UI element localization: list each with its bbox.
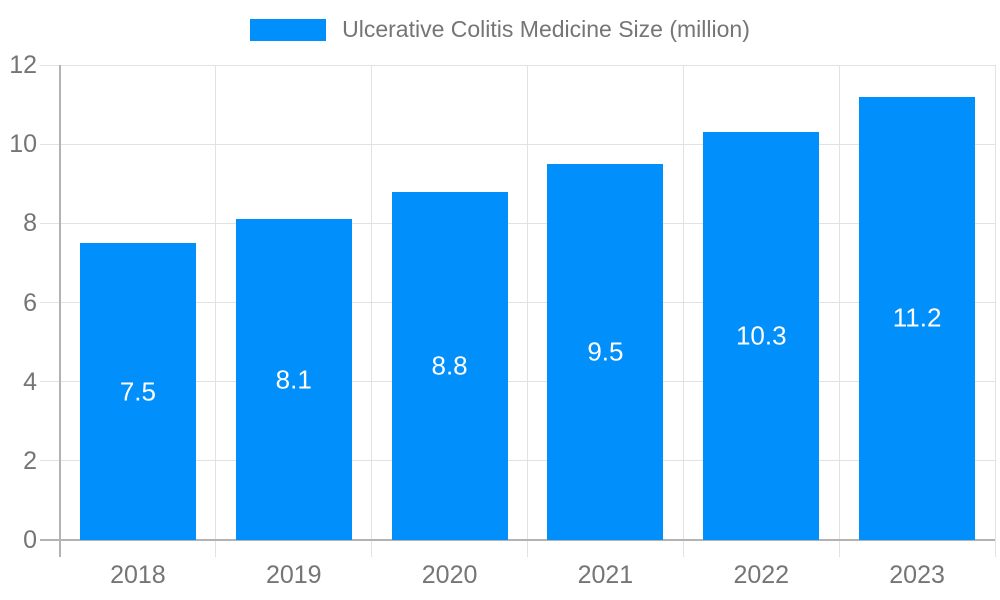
x-gridline xyxy=(371,65,373,557)
x-axis-tick-label: 2021 xyxy=(577,561,634,589)
x-gridline xyxy=(838,65,840,557)
y-gridline xyxy=(40,460,995,462)
y-gridline xyxy=(40,302,995,303)
bar-2019[interactable] xyxy=(235,219,352,540)
legend-label: Ulcerative Colitis Medicine Size (millio… xyxy=(342,16,750,42)
x-axis-tick-label: 2023 xyxy=(889,561,945,589)
y-gridline xyxy=(40,64,995,66)
y-axis-tick-label: 12 xyxy=(9,51,37,79)
y-axis-tick-label: 4 xyxy=(23,367,37,396)
bar-value-label: 9.5 xyxy=(587,336,624,367)
y-axis-line xyxy=(59,65,61,557)
bar-2021[interactable] xyxy=(547,163,664,540)
x-axis-tick-label: 2018 xyxy=(110,561,166,589)
bar-2022[interactable] xyxy=(703,132,820,540)
legend: Ulcerative Colitis Medicine Size (millio… xyxy=(0,16,1000,43)
bar-2023[interactable] xyxy=(859,96,976,540)
legend-item[interactable]: Ulcerative Colitis Medicine Size (millio… xyxy=(250,16,750,43)
bar-value-label: 11.2 xyxy=(892,302,942,333)
x-axis-tick-label: 2020 xyxy=(421,561,478,589)
bar-value-label: 8.8 xyxy=(431,350,468,381)
y-axis-tick-label: 8 xyxy=(23,209,37,238)
x-gridline xyxy=(215,65,217,557)
y-axis-tick-label: 2 xyxy=(23,446,37,475)
x-gridline xyxy=(682,65,684,557)
y-axis-tick-label: 0 xyxy=(23,526,37,554)
x-gridline xyxy=(994,65,996,557)
bar-value-label: 10.3 xyxy=(735,320,787,351)
y-gridline xyxy=(40,222,995,224)
legend-swatch-icon xyxy=(250,18,327,41)
x-gridline xyxy=(527,65,528,557)
x-axis-tick-label: 2019 xyxy=(265,561,322,589)
y-gridline xyxy=(40,381,995,383)
bar-2020[interactable] xyxy=(391,191,508,540)
y-axis-tick-label: 10 xyxy=(9,130,37,159)
bar-value-label: 8.1 xyxy=(275,364,312,395)
bar-value-label: 7.5 xyxy=(119,376,156,407)
x-axis-tick-label: 2022 xyxy=(733,561,790,589)
x-axis-baseline xyxy=(40,539,995,541)
bar-2018[interactable] xyxy=(79,243,196,540)
y-gridline xyxy=(40,143,995,145)
y-axis-tick-label: 6 xyxy=(23,288,37,317)
